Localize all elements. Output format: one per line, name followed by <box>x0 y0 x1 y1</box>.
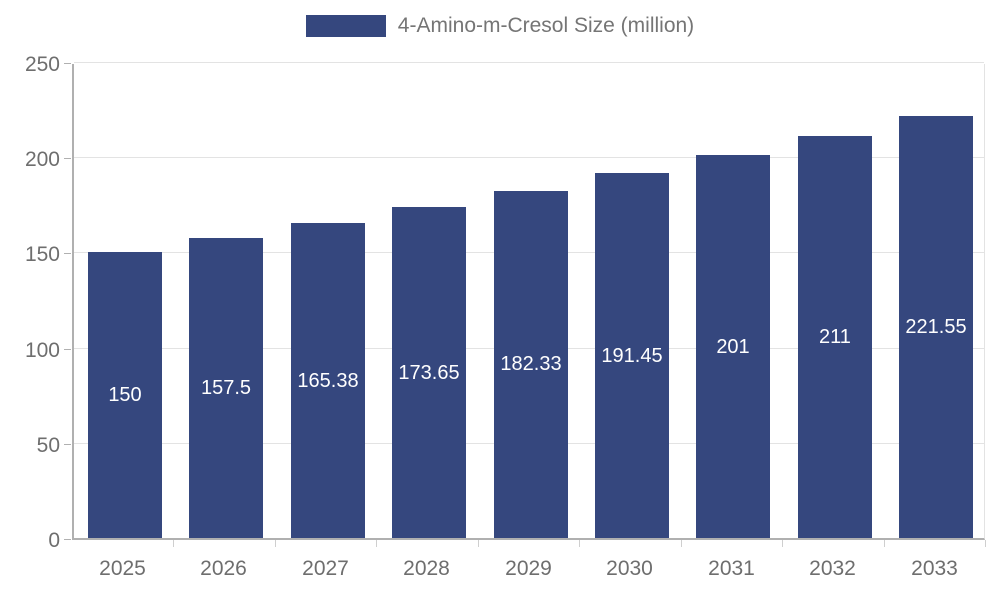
x-axis-label: 2033 <box>911 557 958 580</box>
bar-value-label: 173.65 <box>398 362 460 384</box>
y-axis-tick <box>64 158 71 160</box>
bar-2026 <box>189 238 263 538</box>
x-axis-label: 2030 <box>606 557 653 580</box>
y-axis-label: 150 <box>24 243 60 267</box>
bar-value-label: 201 <box>716 336 750 358</box>
x-axis-label: 2025 <box>99 557 146 580</box>
bar-2033 <box>899 116 973 538</box>
y-gridline <box>74 157 984 159</box>
bar-value-label: 221.55 <box>905 316 967 338</box>
y-axis-label: 0 <box>48 529 60 552</box>
x-axis-label: 2032 <box>809 557 856 580</box>
bar-value-label: 165.38 <box>297 370 359 392</box>
bar-value-label: 150 <box>108 384 142 406</box>
bar-2025 <box>88 252 162 538</box>
y-axis-tick <box>64 348 71 350</box>
x-axis-tick <box>478 540 479 547</box>
bar-value-label: 191.45 <box>601 345 663 367</box>
bar-2032 <box>798 136 872 538</box>
x-axis-tick <box>782 540 783 547</box>
bar-2031 <box>696 155 770 538</box>
y-axis-label: 100 <box>24 338 60 362</box>
bar-value-label: 157.5 <box>200 377 252 399</box>
y-axis-tick <box>64 539 71 540</box>
bar-2027 <box>291 223 365 538</box>
legend[interactable]: 4-Amino-m-Cresol Size (million) <box>0 14 1000 38</box>
x-axis-tick <box>275 540 276 547</box>
bar-value-label: 182.33 <box>500 353 562 375</box>
y-axis-tick <box>64 63 71 64</box>
y-axis-label: 200 <box>24 148 60 172</box>
y-axis-tick <box>64 253 71 255</box>
bar-2030 <box>595 173 669 538</box>
x-axis-label: 2027 <box>302 557 349 580</box>
y-gridline <box>74 62 984 63</box>
x-axis-tick <box>173 540 174 547</box>
legend-label: 4-Amino-m-Cresol Size (million) <box>397 14 695 37</box>
bar-2028 <box>392 207 466 538</box>
x-axis-tick <box>985 540 986 547</box>
x-axis-label: 2031 <box>708 557 755 580</box>
x-axis-label: 2028 <box>403 557 450 580</box>
x-axis-label: 2029 <box>505 557 552 580</box>
x-axis-tick <box>681 540 682 547</box>
bar-2029 <box>494 191 568 538</box>
bar-value-label: 211 <box>819 326 851 348</box>
x-axis-tick <box>579 540 580 547</box>
y-axis-tick <box>64 443 71 445</box>
y-axis-label: 50 <box>36 433 60 457</box>
x-axis-tick <box>884 540 885 547</box>
plot-area: 150 157.5 165.38 173.65 182.33 191.45 201 211 22… <box>72 62 985 540</box>
legend-swatch-icon <box>305 15 386 37</box>
x-axis-label: 2026 <box>200 557 247 580</box>
x-axis-tick <box>376 540 377 547</box>
y-axis-label: 250 <box>24 53 60 76</box>
